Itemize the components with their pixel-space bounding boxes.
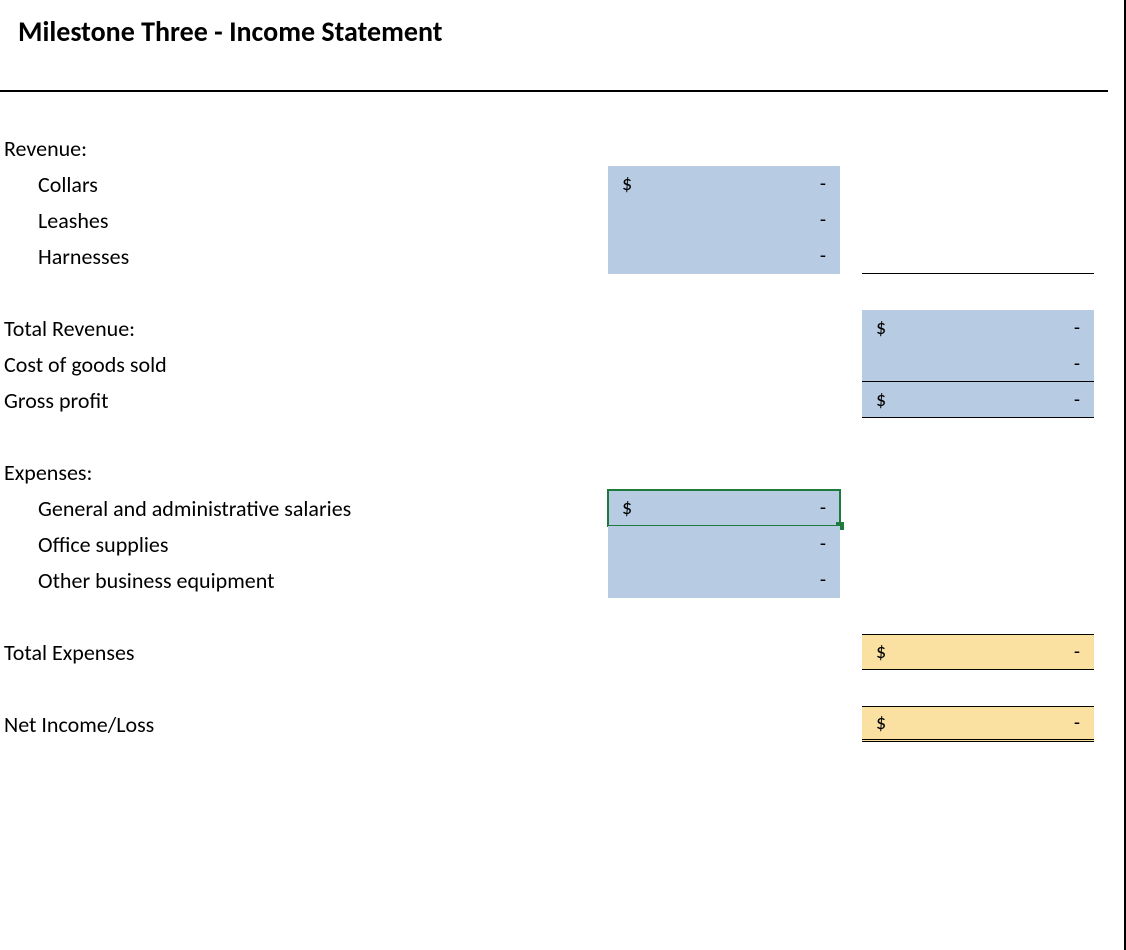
expense-item-row: General and administrative salaries $ - (0, 490, 1108, 526)
currency-symbol: $ (622, 172, 632, 196)
cogs-label: Cost of goods sold (0, 346, 608, 382)
cell-value: - (632, 172, 830, 196)
page-title: Milestone Three - Income Statement (18, 14, 1102, 49)
spacer (0, 418, 1108, 454)
expenses-header-row: Expenses: (0, 454, 1108, 490)
currency-symbol: $ (876, 388, 886, 412)
cell-value: - (622, 244, 830, 268)
cell-value: - (622, 208, 830, 232)
cell-fill: - (608, 526, 840, 562)
empty-cell (862, 166, 1094, 202)
expense-item-label: Other business equipment (0, 562, 608, 598)
total-revenue-label: Total Revenue: (0, 310, 608, 346)
revenue-item-label: Harnesses (0, 238, 608, 274)
spacer (0, 598, 1108, 634)
revenue-item-row: Harnesses - (0, 238, 1108, 274)
cell-fill: $ - (862, 706, 1094, 742)
expense-item-row: Office supplies - (0, 526, 1108, 562)
expense-item-label: Office supplies (0, 526, 608, 562)
expense-item-cell[interactable]: - (608, 526, 840, 562)
income-statement-grid: Revenue: Collars $ - Leashes - (0, 130, 1108, 742)
total-expenses-cell[interactable]: $ - (862, 634, 1094, 670)
empty-cell (862, 130, 1094, 166)
empty-cell (862, 454, 1094, 490)
currency-symbol: $ (622, 496, 632, 520)
cogs-cell[interactable]: - (862, 346, 1094, 382)
cell-value: - (886, 640, 1084, 664)
revenue-item-cell[interactable]: - (608, 238, 840, 274)
expenses-header-label: Expenses: (0, 454, 608, 490)
page: Milestone Three - Income Statement Reven… (0, 0, 1126, 950)
expense-item-cell[interactable]: $ - (608, 490, 840, 526)
title-underline (0, 90, 1108, 92)
empty-cell (608, 130, 840, 166)
cell-value: - (632, 496, 830, 520)
total-revenue-cell[interactable]: $ - (862, 310, 1094, 346)
net-income-label: Net Income/Loss (0, 706, 608, 742)
currency-symbol: $ (876, 640, 886, 664)
gross-profit-label: Gross profit (0, 382, 608, 418)
cell-fill: $ - (608, 166, 840, 202)
revenue-item-row: Leashes - (0, 202, 1108, 238)
empty-cell (608, 346, 840, 382)
cell-value: - (886, 711, 1084, 735)
sum-underline-cell (862, 238, 1094, 274)
cogs-row: Cost of goods sold - (0, 346, 1108, 382)
empty-cell (608, 454, 840, 490)
gross-profit-cell[interactable]: $ - (862, 382, 1094, 418)
revenue-item-cell[interactable]: $ - (608, 166, 840, 202)
cell-fill: - (608, 562, 840, 598)
currency-symbol: $ (876, 711, 886, 735)
total-expenses-row: Total Expenses $ - (0, 634, 1108, 670)
revenue-header-label: Revenue: (0, 130, 608, 166)
total-expenses-label: Total Expenses (0, 634, 608, 670)
revenue-item-cell[interactable]: - (608, 202, 840, 238)
expense-item-label: General and administrative salaries (0, 490, 608, 526)
revenue-item-label: Leashes (0, 202, 608, 238)
currency-symbol: $ (876, 316, 886, 340)
revenue-header-row: Revenue: (0, 130, 1108, 166)
cell-value: - (886, 388, 1084, 412)
empty-cell (608, 634, 840, 670)
cell-fill: - (608, 238, 840, 274)
spacer (0, 274, 1108, 310)
gross-profit-row: Gross profit $ - (0, 382, 1108, 418)
empty-cell (862, 490, 1094, 526)
cell-value: - (622, 568, 830, 592)
expense-item-cell[interactable]: - (608, 562, 840, 598)
net-income-cell[interactable]: $ - (862, 706, 1094, 742)
spacer (0, 670, 1108, 706)
cell-fill: $ - (862, 310, 1094, 346)
cell-value: - (876, 352, 1084, 376)
empty-cell (862, 526, 1094, 562)
revenue-item-row: Collars $ - (0, 166, 1108, 202)
expense-item-row: Other business equipment - (0, 562, 1108, 598)
empty-cell (608, 706, 840, 742)
total-revenue-row: Total Revenue: $ - (0, 310, 1108, 346)
revenue-item-label: Collars (0, 166, 608, 202)
cell-fill: $ - (862, 382, 1094, 418)
cell-fill: - (862, 346, 1094, 382)
empty-cell (862, 202, 1094, 238)
cell-value: - (622, 532, 830, 556)
empty-cell (608, 382, 840, 418)
net-income-row: Net Income/Loss $ - (0, 706, 1108, 742)
cell-fill: - (608, 202, 840, 238)
cell-value: - (886, 316, 1084, 340)
cell-fill: $ - (862, 634, 1094, 670)
cell-fill-selected: $ - (608, 490, 840, 526)
empty-cell (862, 562, 1094, 598)
empty-cell (608, 310, 840, 346)
